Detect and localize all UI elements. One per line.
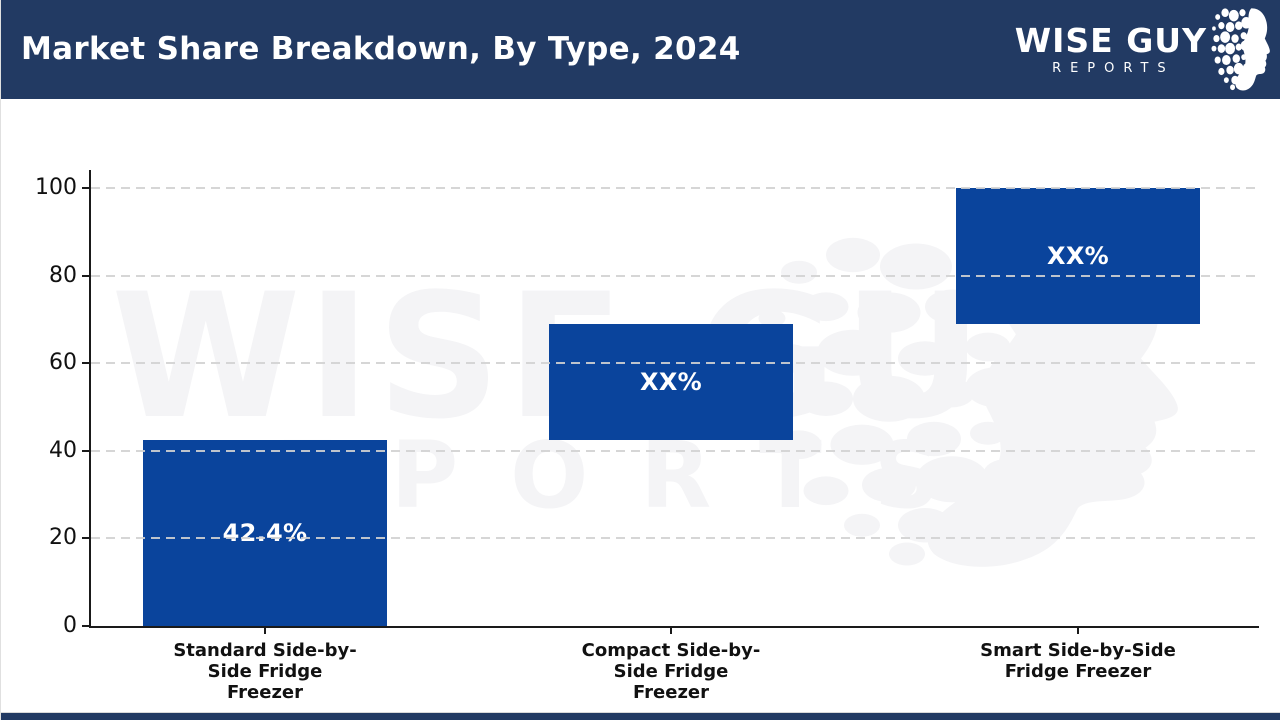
bar-2: XX%	[549, 323, 793, 441]
brand-face-icon	[1211, 7, 1270, 90]
brand-logo-text: WISE GUY REPORTS	[1014, 21, 1207, 77]
footer-bar	[1, 713, 1280, 720]
gridline-40	[91, 449, 1256, 452]
y-tick-label-20: 20	[49, 525, 77, 551]
category-label-3: Smart Side-by-Side Fridge Freezer	[943, 640, 1213, 682]
y-tick-100	[82, 187, 89, 189]
y-tick-label-0: 0	[63, 613, 77, 638]
x-axis-line	[89, 626, 1259, 628]
category-label-2: Compact Side-by- Side Fridge Freezer	[536, 640, 806, 703]
y-tick-60	[82, 362, 89, 365]
category-label-line: Side Fridge	[207, 661, 323, 682]
footer-divider	[1, 712, 1280, 713]
y-axis-line	[89, 170, 91, 628]
gridline-100	[91, 187, 1256, 189]
bar-3: XX%	[956, 188, 1200, 324]
page-title: Market Share Breakdown, By Type, 2024	[21, 31, 741, 67]
x-tick-3	[1077, 628, 1079, 634]
x-tick-2	[670, 628, 672, 634]
bar-value-label-3: XX%	[1047, 241, 1109, 270]
bar-value-label-2: XX%	[640, 368, 702, 397]
category-label-line: Freezer	[633, 682, 709, 703]
gridline-20	[91, 537, 1256, 540]
y-tick-label-80: 80	[49, 262, 77, 288]
y-tick-label-100: 100	[35, 175, 77, 200]
category-label-line: Standard Side-by-	[173, 640, 357, 661]
bar-1: 42.4%	[143, 440, 387, 626]
y-tick-20	[82, 537, 89, 540]
category-label-line: Side Fridge	[613, 661, 729, 682]
brand-logo: WISE GUY REPORTS	[1015, 0, 1271, 99]
bar-value-label-1: 42.4%	[222, 519, 308, 548]
y-tick-label-40: 40	[49, 437, 77, 463]
header-bar: Market Share Breakdown, By Type, 2024 WI…	[1, 0, 1280, 99]
gridline-60	[91, 362, 1256, 365]
brand-name: WISE GUY	[1014, 21, 1207, 60]
gridline-80	[91, 274, 1256, 277]
y-tick-label-60: 60	[49, 350, 77, 376]
category-label-line: Smart Side-by-Side	[980, 640, 1176, 661]
y-tick-80	[82, 274, 89, 277]
y-tick-40	[82, 449, 89, 452]
category-label-line: Fridge Freezer	[1004, 661, 1152, 682]
x-tick-1	[264, 628, 266, 634]
y-tick-0	[82, 625, 89, 627]
category-label-line: Compact Side-by-	[581, 640, 761, 661]
brand-tagline: REPORTS	[1052, 61, 1175, 76]
category-label-line: Freezer	[227, 682, 303, 703]
category-label-1: Standard Side-by- Side Fridge Freezer	[130, 640, 400, 703]
